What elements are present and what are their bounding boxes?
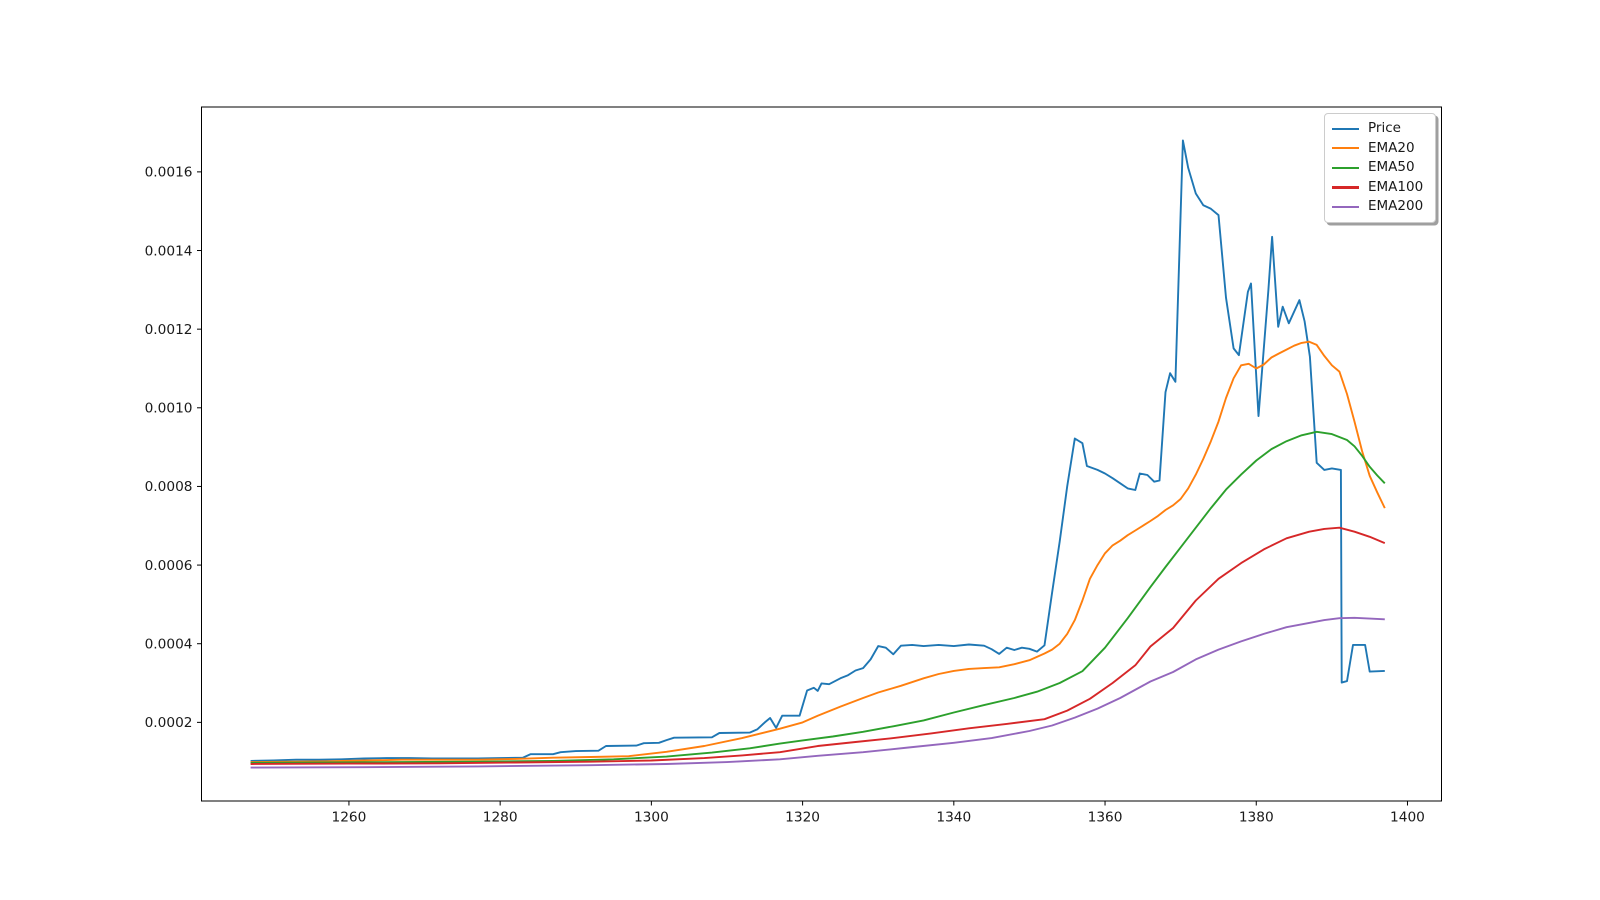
y-tick-label: 0.0012 [145, 322, 193, 338]
y-tick-label: 0.0010 [145, 401, 193, 417]
x-tick-label: 1300 [634, 810, 669, 826]
legend: Price EMA20 EMA50 EMA100 EMA200 [1324, 113, 1436, 223]
plot-border [201, 106, 1442, 802]
legend-label-ema20: EMA20 [1368, 139, 1415, 156]
y-tick-label: 0.0002 [145, 715, 193, 731]
legend-line-swatch-price [1332, 127, 1359, 130]
x-tick-label: 1280 [483, 810, 518, 826]
legend-label-price: Price [1368, 120, 1401, 137]
x-tick-label: 1380 [1239, 810, 1274, 826]
x-tick-label: 1260 [332, 810, 367, 826]
series-line-ema200 [250, 616, 1385, 769]
legend-item-ema50: EMA50 [1332, 158, 1429, 178]
series-line-ema50 [250, 430, 1386, 764]
legend-item-ema100: EMA100 [1332, 178, 1429, 198]
legend-label-ema100: EMA100 [1368, 178, 1424, 195]
y-tick-label: 0.0006 [145, 558, 193, 574]
x-tick-label: 1340 [936, 810, 971, 826]
legend-item-ema200: EMA200 [1332, 197, 1429, 217]
y-tick-label: 0.0016 [145, 165, 193, 181]
x-tick-label: 1400 [1390, 810, 1425, 826]
x-tick-label: 1320 [785, 810, 820, 826]
series-line-price [250, 139, 1385, 762]
legend-label-ema200: EMA200 [1368, 198, 1424, 215]
legend-label-ema50: EMA50 [1368, 159, 1415, 176]
series-line-ema20 [250, 340, 1386, 764]
legend-line-swatch-ema50 [1332, 166, 1359, 170]
series-line-ema100 [250, 526, 1386, 765]
y-tick-label: 0.0004 [145, 637, 193, 653]
legend-line-swatch-ema100 [1332, 186, 1359, 189]
legend-item-price: Price [1332, 119, 1429, 139]
legend-line-swatch-ema200 [1332, 206, 1359, 209]
x-tick-label: 1360 [1088, 810, 1123, 826]
legend-line-swatch-ema20 [1332, 147, 1359, 150]
legend-item-ema20: EMA20 [1332, 139, 1429, 159]
y-tick-label: 0.0014 [145, 243, 193, 259]
y-tick-label: 0.0008 [145, 479, 193, 495]
